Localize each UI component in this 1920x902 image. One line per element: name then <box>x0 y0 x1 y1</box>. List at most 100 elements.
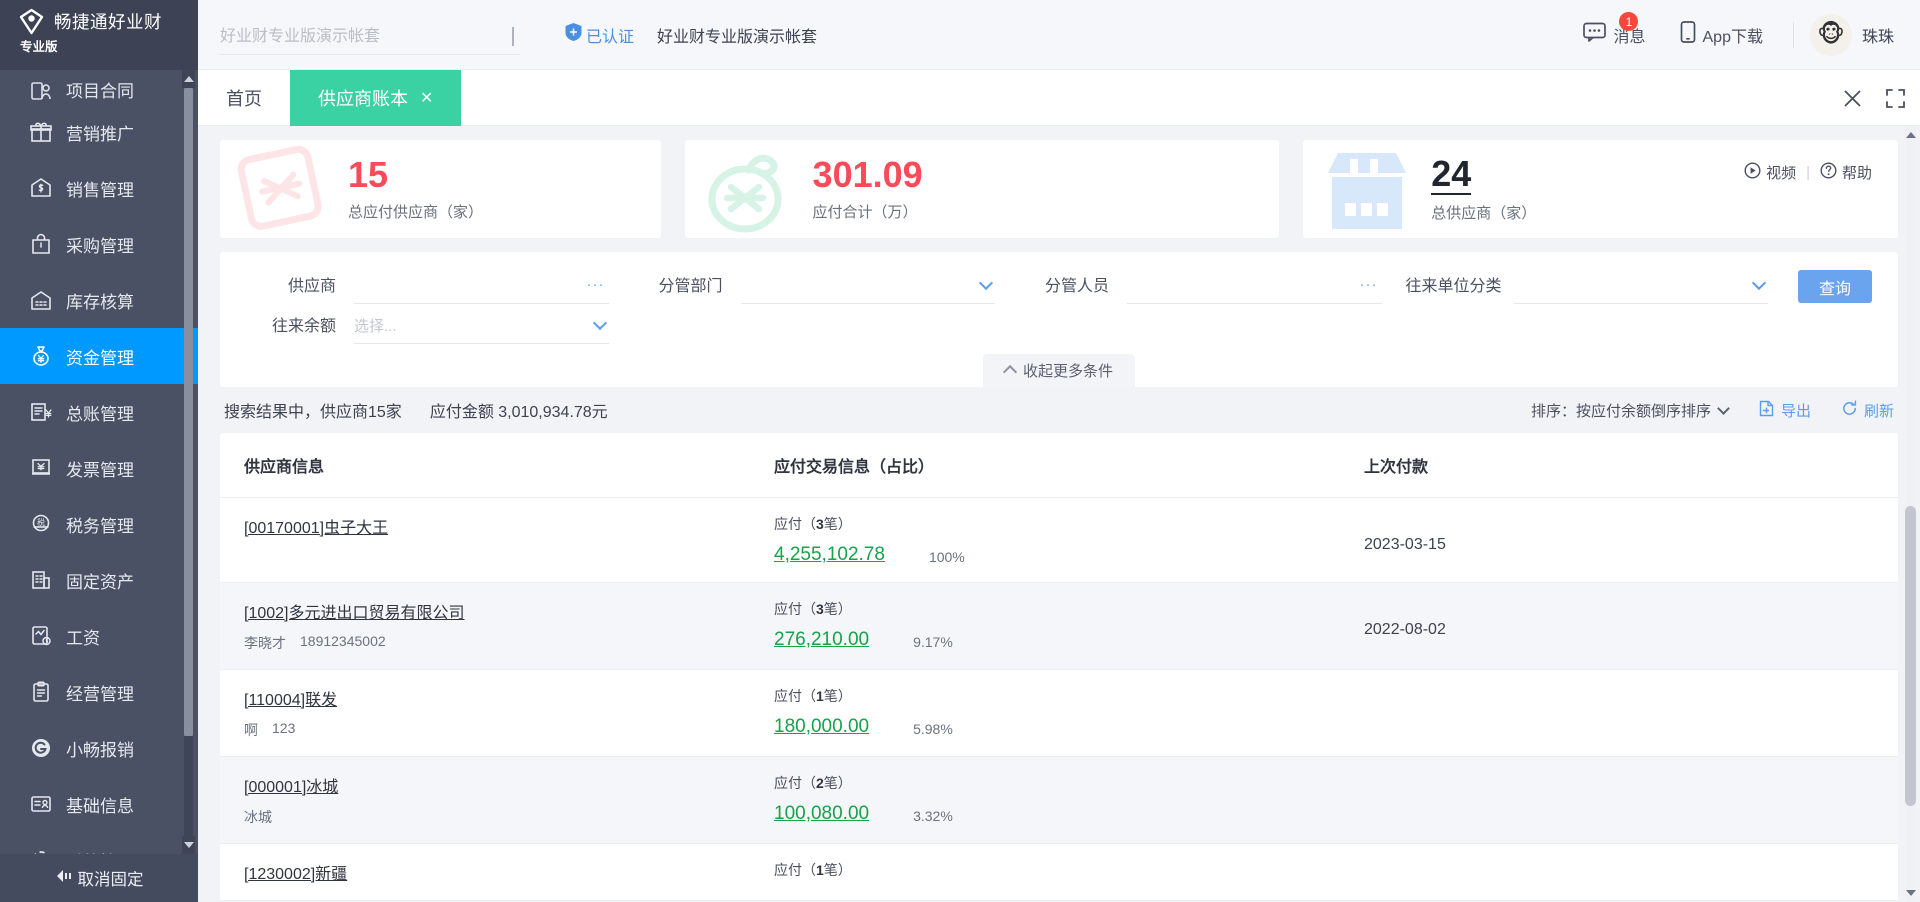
gift-icon <box>30 121 52 143</box>
supplier-contact: 冰城 <box>244 807 750 827</box>
help-link[interactable]: 帮助 <box>1820 162 1872 183</box>
filter-more-icon[interactable]: ··· <box>586 276 605 293</box>
tab-supplier-ledger[interactable]: 供应商账本 ✕ <box>290 70 462 126</box>
close-icon[interactable] <box>1842 88 1863 109</box>
filter-input-balance[interactable] <box>354 310 609 343</box>
table-row[interactable]: [000001]冰城 冰城 应付（2笔） 100,080.00 3.32% <box>220 756 1898 844</box>
payable-amount-link[interactable]: 4,255,102.78 <box>774 544 885 565</box>
sidebar-scroll-up-button[interactable] <box>182 70 195 88</box>
sidebar-item-label: 项目合同 <box>66 82 134 101</box>
chevron-down-icon[interactable] <box>512 26 514 46</box>
content-scrollbar-thumb[interactable] <box>1905 506 1916 806</box>
payable-count-label: 应付（2笔） <box>774 773 869 793</box>
sidebar-item-label: 固定资产 <box>66 572 134 592</box>
chevron-down-icon[interactable] <box>978 275 994 291</box>
payable-count: 1 <box>816 688 824 704</box>
sidebar-item-4[interactable]: 资金管理 <box>0 328 198 384</box>
sidebar-item-5[interactable]: 总账管理 <box>0 384 198 440</box>
filter-input-supplier[interactable] <box>354 270 609 303</box>
account-name: 好业财专业版演示帐套 <box>657 28 818 46</box>
contact-phone: 18912345002 <box>300 633 386 649</box>
user-menu[interactable]: 🐵 珠珠 <box>1809 13 1894 56</box>
sidebar-item-0[interactable]: 营销推广 <box>0 104 198 160</box>
play-circle-icon <box>1744 162 1761 183</box>
last-payment-date <box>1364 686 1898 708</box>
supplier-link[interactable]: [1002]多元进出口贸易有限公司 <box>244 605 465 622</box>
last-payment-date: 2022-08-02 <box>1364 621 1446 638</box>
collapse-more-conditions-button[interactable]: 收起更多条件 <box>982 354 1135 387</box>
close-icon[interactable]: ✕ <box>420 90 434 107</box>
sidebar-item-9[interactable]: 工资 <box>0 608 198 664</box>
kpi-help-links: 视频 | 帮助 <box>1744 162 1872 183</box>
supplier-link[interactable]: [000001]冰城 <box>244 779 339 796</box>
export-icon <box>1758 400 1775 421</box>
payable-count: 2 <box>816 775 824 791</box>
sidebar-item-3[interactable]: 库存核算 <box>0 272 198 328</box>
column-header-supplier: 供应商信息 <box>220 433 750 498</box>
table-row[interactable]: [1230002]新疆 应付（1笔） <box>220 843 1898 901</box>
sidebar-item-11[interactable]: 小畅报销 <box>0 720 198 776</box>
filter-label-supplier: 供应商 <box>287 278 336 295</box>
filter-input-manager[interactable] <box>1127 270 1382 303</box>
supplier-link[interactable]: [1230002]新疆 <box>244 866 348 883</box>
monkey-avatar-icon: 🐵 <box>1809 13 1852 56</box>
sidebar-item-10[interactable]: 经营管理 <box>0 664 198 720</box>
filter-input-wrap-supplier: ··· <box>354 270 609 304</box>
app-download-button[interactable]: App下载 <box>1680 21 1763 48</box>
video-link[interactable]: 视频 <box>1744 162 1796 183</box>
payable-amount-link[interactable]: 180,000.00 <box>774 716 870 737</box>
messages-button[interactable]: 消息 1 <box>1583 12 1646 47</box>
account-select[interactable]: 好业财专业版演示帐套 <box>220 15 520 55</box>
sidebar-item-2[interactable]: 采购管理 <box>0 216 198 272</box>
payable-amount-link[interactable]: 276,210.00 <box>774 629 870 650</box>
filter-label-balance: 往来余额 <box>271 318 336 335</box>
filter-input-department[interactable] <box>740 270 995 303</box>
content-scroll-down-button[interactable] <box>1905 884 1916 902</box>
cell-last-payment: 2022-08-02 <box>1340 582 1898 670</box>
filter-more-icon[interactable]: ··· <box>1359 276 1378 293</box>
sidebar-item-12[interactable]: 基础信息 <box>0 776 198 832</box>
supplier-link[interactable]: [00170001]虫子大王 <box>244 520 389 537</box>
sidebar-item-1[interactable]: 销售管理 <box>0 160 198 216</box>
sort-selector[interactable]: 排序：按应付余额倒序排序 <box>1531 400 1730 421</box>
sidebar-item-8[interactable]: 固定资产 <box>0 552 198 608</box>
export-button[interactable]: 导出 <box>1758 400 1811 421</box>
supplier-link[interactable]: [110004]联发 <box>244 692 338 709</box>
sidebar-scroll-down-button[interactable] <box>182 836 195 854</box>
filter-input-wrap-balance <box>354 310 609 344</box>
kpi-value: 15 <box>348 154 389 196</box>
sidebar-item-13[interactable]: 系统管理 <box>0 832 198 854</box>
payroll-icon <box>30 625 52 647</box>
query-button[interactable]: 查询 <box>1798 270 1872 303</box>
table-row[interactable]: [00170001]虫子大王 应付（3笔） 4,255,102.78 100% 2023… <box>220 497 1898 583</box>
sidebar-scrollbar[interactable] <box>182 70 195 854</box>
expense-g-icon <box>30 737 52 759</box>
sidebar: 畅捷通好业财 专业版 项目合同 营销推广 销售管理 采购管理 库存核算 资金管理 总账管理… <box>0 0 198 902</box>
sidebar-unpin-button[interactable]: 取消固定 <box>0 854 198 902</box>
refresh-button[interactable]: 刷新 <box>1841 400 1894 421</box>
chevron-down-icon[interactable] <box>592 315 607 331</box>
filter-input-party-category[interactable] <box>1513 270 1768 303</box>
sidebar-item-7[interactable]: 税 税务管理 <box>0 496 198 552</box>
sidebar-item-contract[interactable]: 项目合同 <box>0 70 198 104</box>
table-row[interactable]: [110004]联发啊 123 应付（1笔） 180,000.00 5.98% <box>220 669 1898 757</box>
sidebar-scrollbar-thumb[interactable] <box>184 88 193 736</box>
tab-home[interactable]: 首页 <box>198 70 290 126</box>
sidebar-unpin-label: 取消固定 <box>77 871 144 889</box>
content-scrollbar[interactable] <box>1905 126 1916 902</box>
payable-suffix: 笔） <box>823 688 852 704</box>
video-link-label: 视频 <box>1766 165 1797 182</box>
sidebar-item-6[interactable]: 发票管理 <box>0 440 198 496</box>
filter-label-department: 分管部门 <box>658 278 723 295</box>
cell-last-payment <box>1340 756 1898 844</box>
payable-prefix: 应付（ <box>774 862 816 878</box>
content-scroll-up-button[interactable] <box>1905 126 1916 144</box>
table-row[interactable]: [1002]多元进出口贸易有限公司 李晓才 18912345002 应付（3笔） 276… <box>220 582 1898 670</box>
chevron-up-icon <box>1002 364 1018 380</box>
payable-amount-link[interactable]: 100,080.00 <box>774 803 870 824</box>
cell-supplier: [1002]多元进出口贸易有限公司 李晓才 18912345002 <box>220 582 750 670</box>
mobile-icon <box>1680 21 1696 48</box>
cell-supplier: [110004]联发啊 123 <box>220 669 750 757</box>
fullscreen-icon[interactable] <box>1885 88 1906 109</box>
chevron-down-icon[interactable] <box>1751 275 1767 291</box>
